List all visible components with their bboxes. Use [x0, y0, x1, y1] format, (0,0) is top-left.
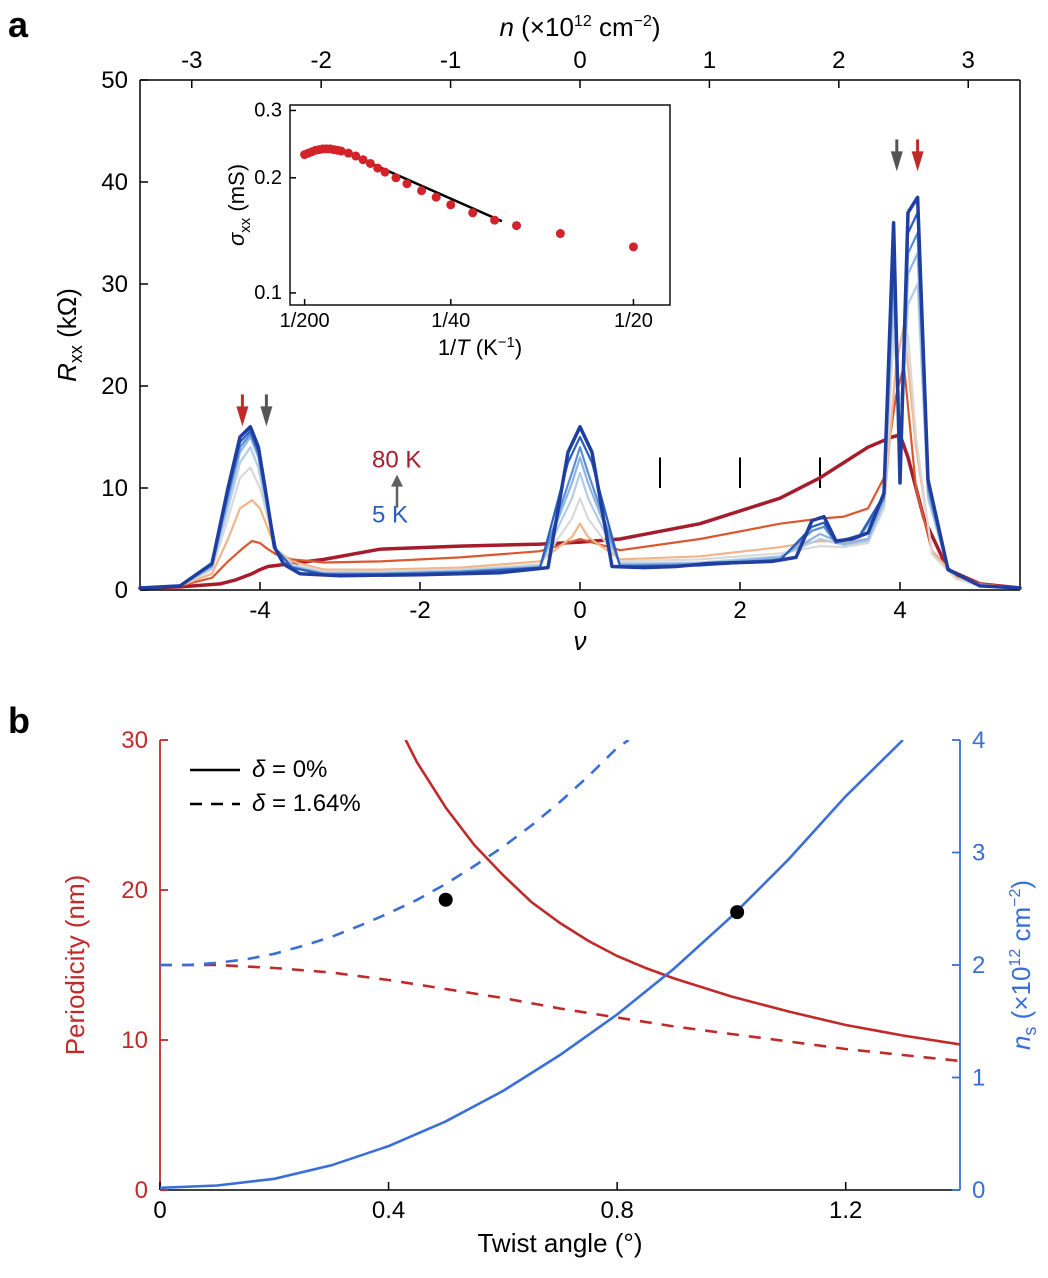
svg-text:0.3: 0.3	[254, 99, 282, 121]
svg-text:0.4: 0.4	[372, 1197, 405, 1224]
curve-periodicity-solid	[406, 740, 960, 1045]
svg-text:0: 0	[153, 1197, 166, 1224]
svg-text:30: 30	[101, 271, 128, 298]
svg-text:4: 4	[972, 727, 985, 754]
svg-text:Periodicity (nm): Periodicity (nm)	[60, 875, 90, 1056]
svg-text:10: 10	[121, 1027, 148, 1054]
svg-text:-4: -4	[249, 597, 270, 624]
svg-text:30: 30	[121, 727, 148, 754]
svg-text:0: 0	[115, 577, 128, 604]
svg-text:1/200: 1/200	[280, 310, 330, 332]
svg-text:δ = 1.64%: δ = 1.64%	[252, 790, 361, 817]
svg-text:-2: -2	[409, 597, 430, 624]
svg-text:0.2: 0.2	[254, 167, 282, 189]
svg-text:σxx (mS): σxx (mS)	[224, 164, 254, 246]
svg-text:-3: -3	[181, 47, 202, 74]
panel-label-a: a	[8, 4, 28, 46]
svg-text:20: 20	[101, 373, 128, 400]
panel-a-svg: -4-2024-3-2-1012301020304050νRxx (kΩ)n (…	[40, 10, 1040, 690]
svg-text:n (×1012 cm−2): n (×1012 cm−2)	[499, 12, 660, 42]
svg-text:4: 4	[893, 597, 906, 624]
svg-text:3: 3	[962, 47, 975, 74]
panel-b-svg: 0 0.4 0.8 1.2 0 10 20 30 0 1 2 3 4 Twist angle (°) Per…	[40, 720, 1040, 1270]
marker-0	[439, 893, 453, 907]
marker-1	[730, 905, 744, 919]
svg-text:3: 3	[972, 840, 985, 867]
svg-text:1/40: 1/40	[431, 310, 470, 332]
svg-text:1/T (K−1): 1/T (K−1)	[438, 334, 522, 360]
svg-text:0.8: 0.8	[600, 1197, 633, 1224]
svg-text:2: 2	[972, 952, 985, 979]
svg-text:ν: ν	[574, 626, 587, 656]
svg-text:1: 1	[972, 1065, 985, 1092]
svg-text:Twist angle (°): Twist angle (°)	[477, 1228, 642, 1258]
svg-text:ns (×1012 cm−2): ns (×1012 cm−2)	[1006, 880, 1040, 1050]
panel-b: 0 0.4 0.8 1.2 0 10 20 30 0 1 2 3 4 Twist angle (°) Per…	[40, 720, 1040, 1270]
panel-label-b: b	[8, 700, 30, 742]
curve-ns-dashed	[160, 740, 629, 965]
temp-cold: 5 K	[372, 502, 408, 529]
svg-text:1.2: 1.2	[829, 1197, 862, 1224]
temp-hot: 80 K	[372, 447, 421, 474]
figure-root: a b -4-2024-3-2-1012301020304050νRxx (kΩ…	[0, 0, 1048, 1278]
svg-text:1: 1	[703, 47, 716, 74]
svg-text:20: 20	[121, 877, 148, 904]
svg-text:10: 10	[101, 475, 128, 502]
svg-text:0: 0	[972, 1177, 985, 1204]
svg-text:-1: -1	[440, 47, 461, 74]
svg-text:50: 50	[101, 67, 128, 94]
svg-text:-2: -2	[311, 47, 332, 74]
svg-text:δ = 0%: δ = 0%	[252, 756, 327, 783]
svg-text:2: 2	[733, 597, 746, 624]
svg-text:40: 40	[101, 169, 128, 196]
svg-text:2: 2	[832, 47, 845, 74]
svg-text:0: 0	[573, 597, 586, 624]
svg-text:Rxx (kΩ): Rxx (kΩ)	[52, 288, 86, 382]
legend: δ = 0% δ = 1.64%	[190, 756, 361, 817]
svg-text:0: 0	[573, 47, 586, 74]
svg-text:1/20: 1/20	[614, 310, 653, 332]
curve-periodicity-dashed	[160, 965, 960, 1061]
panel-a: -4-2024-3-2-1012301020304050νRxx (kΩ)n (…	[40, 10, 1040, 690]
svg-text:0.1: 0.1	[254, 282, 282, 304]
svg-text:0: 0	[135, 1177, 148, 1204]
